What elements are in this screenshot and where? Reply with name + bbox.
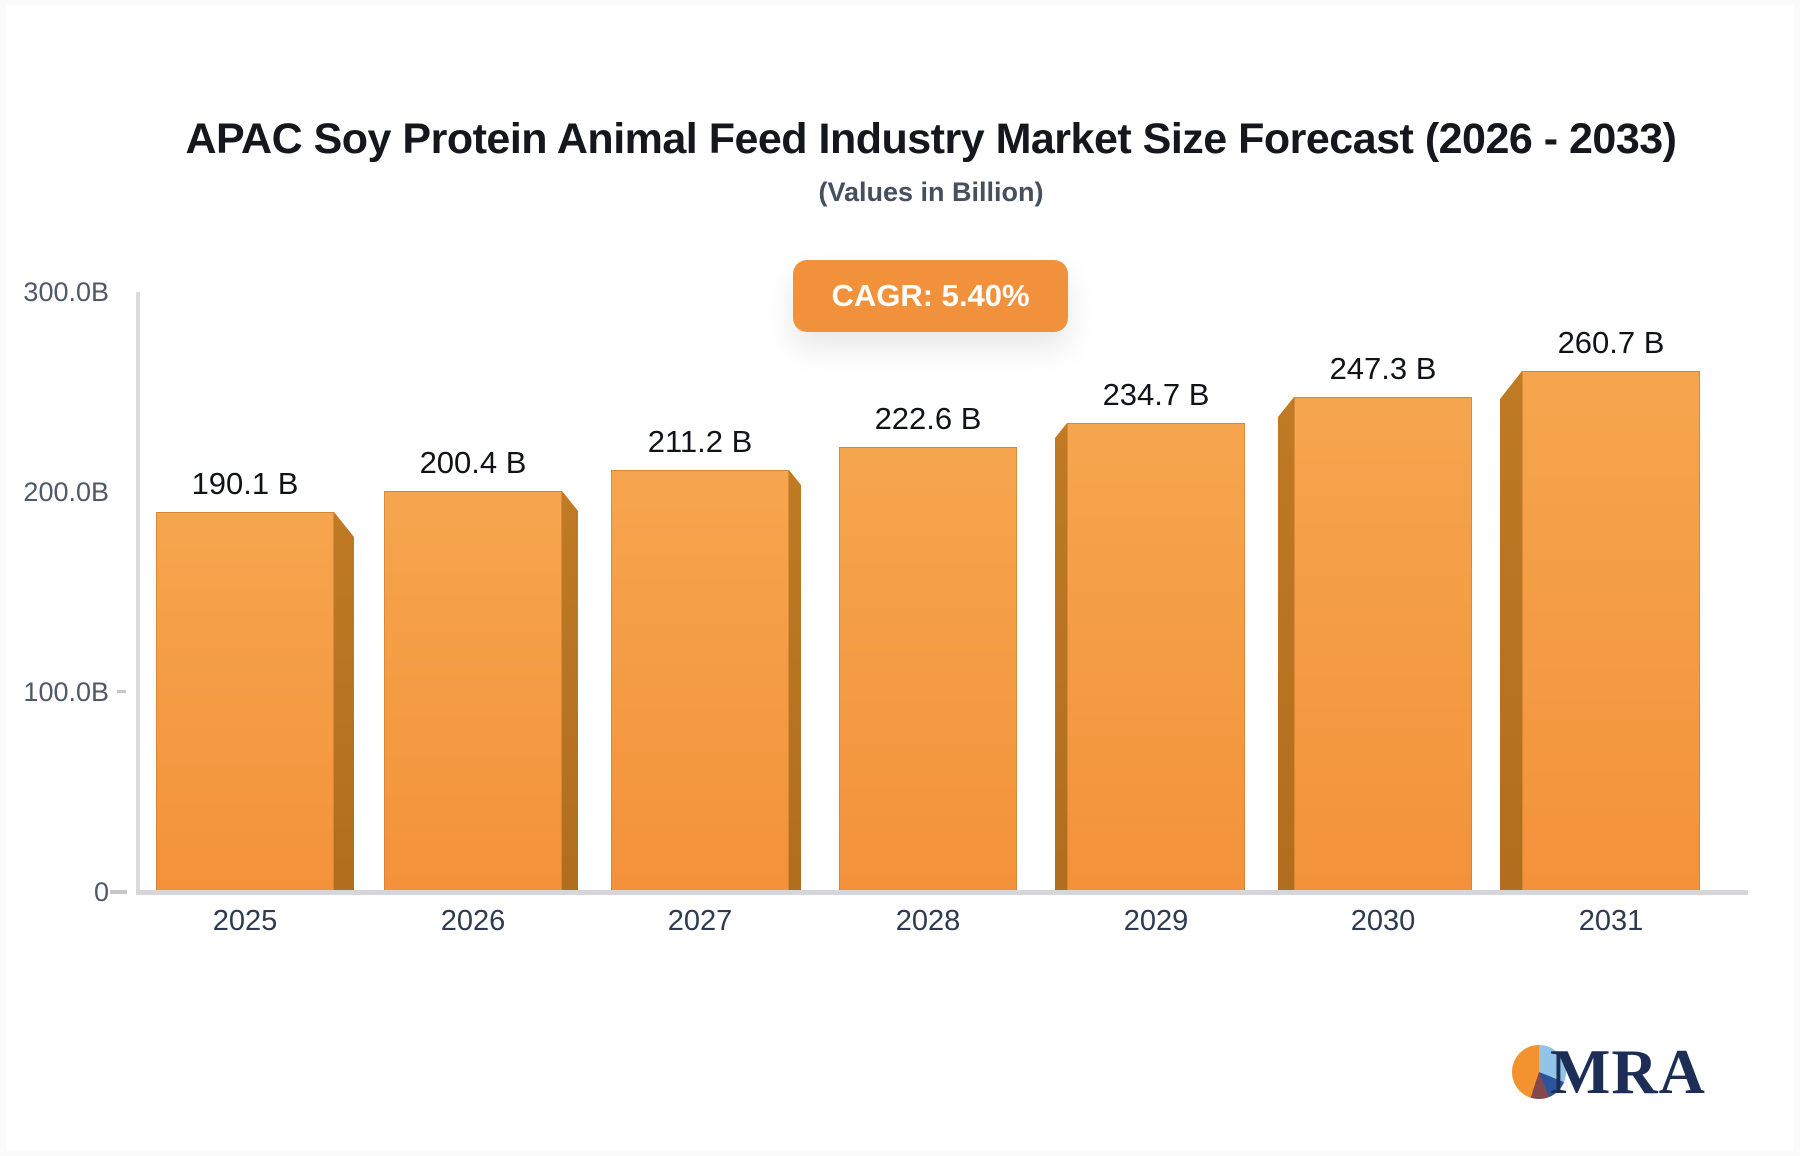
logo-text: MRA [1550,1036,1706,1107]
x-axis-label-2031: 2031 [1578,905,1644,937]
chart-subtitle: (Values in Billion) [818,177,1044,207]
bar-3d-side-2029 [1055,423,1067,892]
y-axis-tick-label: 100.0B [23,677,109,707]
y-axis-tick-label: 300.0B [23,277,109,307]
x-axis-baseline [136,890,1748,895]
x-axis-label-2028: 2028 [895,905,961,937]
cagr-badge-label: CAGR: 5.40% [831,278,1030,313]
bar-value-label-2030: 247.3 B [1329,351,1437,386]
bar-2031[interactable] [1522,371,1700,892]
y-axis-tick-mark [110,890,127,894]
y-axis-tick-label: 0 [93,877,109,907]
bar-2025[interactable] [156,512,334,892]
y-axis-tick-mark [117,690,126,693]
bar-3d-side-2027 [789,470,801,892]
bar-value-label-2026: 200.4 B [419,445,527,480]
bar-2029[interactable] [1067,423,1245,892]
chart-card: APAC Soy Protein Animal Feed Industry Ma… [6,5,1794,1151]
x-axis-label-2030: 2030 [1350,905,1416,937]
bar-3d-side-2030 [1278,397,1294,892]
bar-3d-side-2031 [1500,371,1522,892]
y-axis-tick-label: 200.0B [23,477,109,507]
mra-logo: MRA [1506,1033,1746,1113]
bar-value-label-2027: 211.2 B [647,424,753,459]
x-axis-label-2025: 2025 [212,905,278,937]
chart-title: APAC Soy Protein Animal Feed Industry Ma… [185,115,1677,163]
bar-2030[interactable] [1294,397,1472,892]
bar-2027[interactable] [611,470,789,892]
bar-2028[interactable] [839,447,1017,892]
bar-value-label-2029: 234.7 B [1102,377,1210,412]
bar-2026[interactable] [384,491,562,892]
y-axis-line [136,292,140,895]
pie-chart-logo-icon [1512,1045,1566,1099]
x-axis-label-2026: 2026 [440,905,506,937]
x-axis-label-2029: 2029 [1123,905,1189,937]
x-axis-label-2027: 2027 [667,905,733,937]
bar-value-label-2031: 260.7 B [1557,325,1665,360]
bar-value-label-2025: 190.1 B [191,466,299,501]
bar-value-label-2028: 222.6 B [874,401,982,436]
cagr-badge: CAGR: 5.40% [793,260,1068,332]
bar-3d-side-2025 [334,512,354,892]
bar-3d-side-2026 [562,491,578,892]
